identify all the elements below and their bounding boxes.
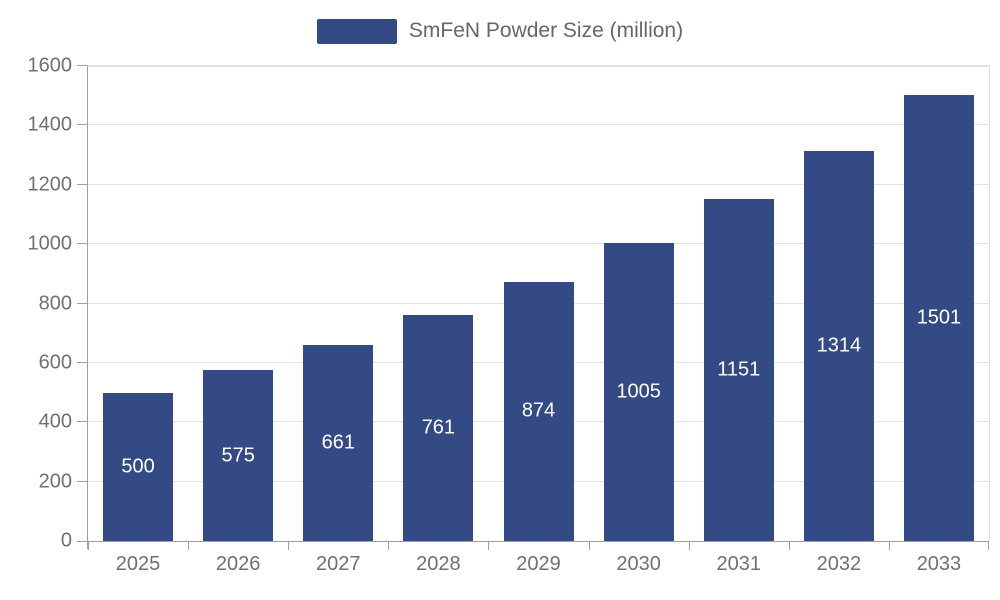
x-axis-tick (88, 542, 89, 550)
x-axis-line (78, 541, 989, 542)
y-axis-tick (77, 65, 87, 66)
x-axis-tick (288, 542, 290, 550)
x-axis-label-2032: 2032 (816, 553, 862, 575)
x-axis-tick (788, 542, 790, 550)
y-axis-tick (77, 361, 87, 363)
y-axis-tick (77, 480, 87, 482)
y-axis-tick-label: 400 (38, 410, 72, 433)
bar-value-label: 1501 (916, 306, 962, 329)
x-axis-label-2029: 2029 (516, 553, 561, 575)
bar-value-label: 1005 (616, 380, 661, 403)
bar-2027[interactable]: 661 (303, 344, 374, 541)
bar-2032[interactable]: 1314 (803, 150, 874, 541)
legend-label: SmFeN Powder Size (million) (408, 19, 684, 42)
bar-value-label: 874 (521, 399, 556, 422)
bar-value-label: 661 (321, 431, 355, 454)
plot-area: 0 200 400 600 800 1000 1200 1400 1600 500 2025 575 2… (28, 55, 990, 575)
legend-swatch (316, 18, 397, 44)
legend[interactable]: SmFeN Powder Size (million) (0, 14, 1000, 48)
y-axis-tick (77, 124, 87, 126)
x-axis-tick (688, 542, 690, 550)
y-axis-line (87, 66, 88, 549)
y-axis-tick-label: 1000 (27, 232, 73, 255)
x-axis-label-2028: 2028 (416, 553, 461, 575)
x-axis-tick (888, 542, 890, 550)
y-axis-tick-label: 1200 (27, 173, 73, 196)
x-axis-label-2033: 2033 (916, 553, 962, 575)
gridline (88, 183, 989, 185)
y-axis-tick (77, 541, 87, 542)
y-axis-tick (77, 183, 87, 185)
x-axis-tick (488, 542, 490, 550)
x-axis-tick (988, 542, 989, 550)
y-axis-tick (77, 243, 87, 245)
bar-2028[interactable]: 761 (403, 315, 474, 541)
gridline (88, 66, 989, 67)
x-axis-label-2030: 2030 (616, 553, 661, 575)
y-axis-tick-label: 0 (60, 529, 72, 552)
x-axis-label-2031: 2031 (716, 553, 761, 575)
x-axis-tick (188, 542, 190, 550)
y-axis-tick-label: 1600 (27, 54, 73, 77)
bar-2030[interactable]: 1005 (603, 242, 674, 541)
x-axis-tick (588, 542, 590, 550)
x-axis-tick (388, 542, 390, 550)
x-axis-label-2026: 2026 (215, 553, 261, 575)
bar-value-label: 575 (221, 444, 255, 467)
y-axis-tick (77, 302, 87, 304)
x-axis-label-2025: 2025 (115, 553, 161, 575)
gridline (88, 124, 989, 126)
y-axis-tick-label: 600 (38, 351, 72, 374)
bar-value-label: 761 (421, 416, 456, 439)
bar-2029[interactable]: 874 (503, 281, 574, 541)
y-axis-tick-label: 200 (38, 470, 72, 493)
bar-2033[interactable]: 1501 (903, 95, 974, 541)
y-axis-tick (77, 421, 87, 423)
bar-value-label: 1314 (816, 334, 862, 357)
x-axis-label-2027: 2027 (316, 553, 361, 575)
bar-2025[interactable]: 500 (103, 392, 174, 541)
y-axis-tick-label: 1400 (27, 113, 73, 136)
bar-value-label: 500 (121, 455, 155, 478)
bar-value-label: 1151 (717, 358, 761, 381)
y-axis-tick-label: 800 (38, 292, 72, 314)
gridline (88, 243, 989, 245)
bar-2031[interactable]: 1151 (703, 199, 774, 541)
bar-2026[interactable]: 575 (203, 370, 274, 541)
